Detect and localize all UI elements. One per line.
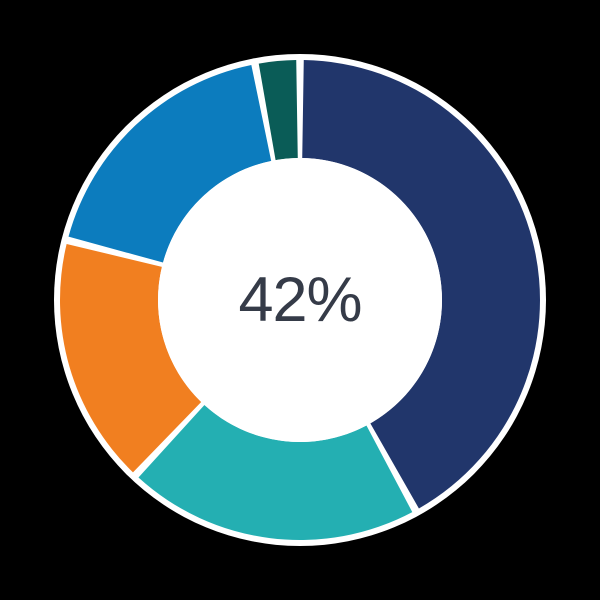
- donut-slice-5[interactable]: [258, 60, 298, 161]
- donut-slice-2[interactable]: [138, 405, 413, 540]
- donut-slices-group: [59, 60, 540, 540]
- donut-hole: [158, 158, 442, 442]
- donut-slice-1[interactable]: [302, 60, 540, 509]
- donut-slice-3[interactable]: [59, 243, 202, 473]
- donut-slice-4[interactable]: [68, 64, 272, 263]
